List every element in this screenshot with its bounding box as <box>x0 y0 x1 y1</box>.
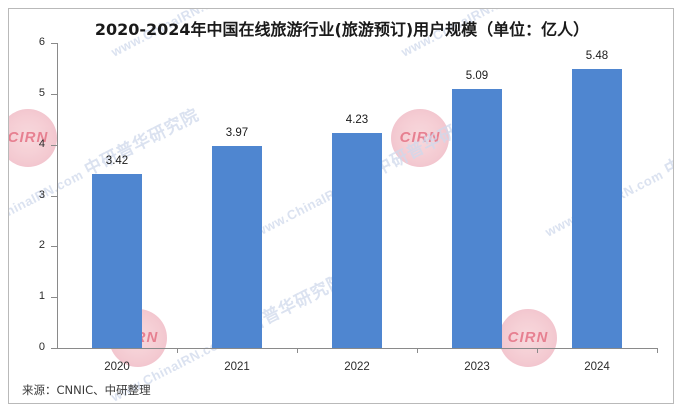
bar-value-label-2024: 5.48 <box>585 50 609 62</box>
x-axis-tick <box>177 348 178 353</box>
source-note: 来源：CNNIC、中研整理 <box>22 383 151 397</box>
y-axis-tick <box>51 94 57 95</box>
y-axis-line <box>57 43 58 349</box>
x-axis-tick <box>657 348 658 353</box>
y-axis-tick <box>51 196 57 197</box>
x-axis-tick <box>417 348 418 353</box>
figure-border <box>8 8 674 404</box>
x-axis-tick <box>537 348 538 353</box>
x-axis-label-2024: 2024 <box>584 361 610 373</box>
y-axis-tick <box>51 246 57 247</box>
y-axis-tick <box>51 348 57 349</box>
chart-title: 2020-2024年中国在线旅游行业(旅游预订)用户规模（单位：亿人） <box>94 20 590 39</box>
bar-2020 <box>92 174 142 348</box>
x-axis-tick <box>297 348 298 353</box>
bar-value-label-2020: 3.42 <box>105 155 129 167</box>
y-axis-tick <box>51 43 57 44</box>
y-axis-label: 1 <box>38 290 45 302</box>
y-axis-label: 3 <box>38 189 45 201</box>
x-axis-label-2022: 2022 <box>344 361 370 373</box>
y-axis-label: 4 <box>38 138 45 150</box>
bar-2021 <box>212 146 262 348</box>
y-axis-tick <box>51 145 57 146</box>
bar-value-label-2022: 4.23 <box>345 114 369 126</box>
x-axis-label-2020: 2020 <box>104 361 130 373</box>
bar-2022 <box>332 133 382 348</box>
y-axis-label: 0 <box>38 341 45 353</box>
bar-value-label-2021: 3.97 <box>225 127 249 139</box>
y-axis-tick <box>51 297 57 298</box>
bar-value-label-2023: 5.09 <box>465 70 489 82</box>
x-axis-label-2023: 2023 <box>464 361 490 373</box>
y-axis-label: 6 <box>38 36 45 48</box>
x-axis-line <box>57 348 658 349</box>
y-axis-label: 2 <box>38 239 45 251</box>
bar-2024 <box>572 69 622 348</box>
x-axis-label-2021: 2021 <box>224 361 250 373</box>
y-axis-label: 5 <box>38 87 45 99</box>
bar-2023 <box>452 89 502 348</box>
